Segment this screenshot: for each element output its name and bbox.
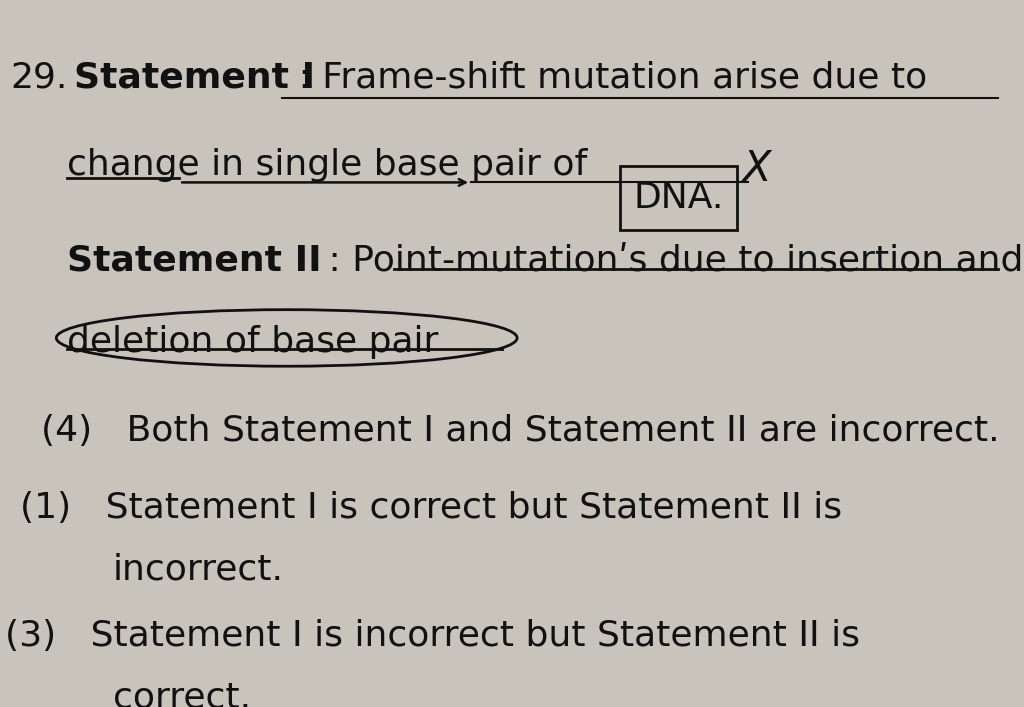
Text: 29.: 29.: [10, 60, 68, 94]
Text: deletion of base pair: deletion of base pair: [67, 325, 438, 359]
Text: X: X: [742, 148, 771, 190]
Text: correct.: correct.: [113, 680, 251, 707]
Text: Statement II: Statement II: [67, 244, 322, 278]
Text: change in single base pair of: change in single base pair of: [67, 148, 587, 182]
Text: (1)   Statement I is correct but Statement II is: (1) Statement I is correct but Statement…: [20, 491, 843, 525]
Text: (3)   Statement I is incorrect but Statement II is: (3) Statement I is incorrect but Stateme…: [5, 619, 860, 653]
Text: : Frame-shift mutation arise due to: : Frame-shift mutation arise due to: [287, 60, 927, 94]
Text: Statement I: Statement I: [74, 60, 314, 94]
Text: : Point-mutationʹs due to insertion and: : Point-mutationʹs due to insertion and: [317, 244, 1024, 278]
Text: DNA.: DNA.: [633, 181, 724, 215]
Text: incorrect.: incorrect.: [113, 553, 284, 587]
Text: (4)   Both Statement I and Statement II are incorrect.: (4) Both Statement I and Statement II ar…: [41, 414, 999, 448]
